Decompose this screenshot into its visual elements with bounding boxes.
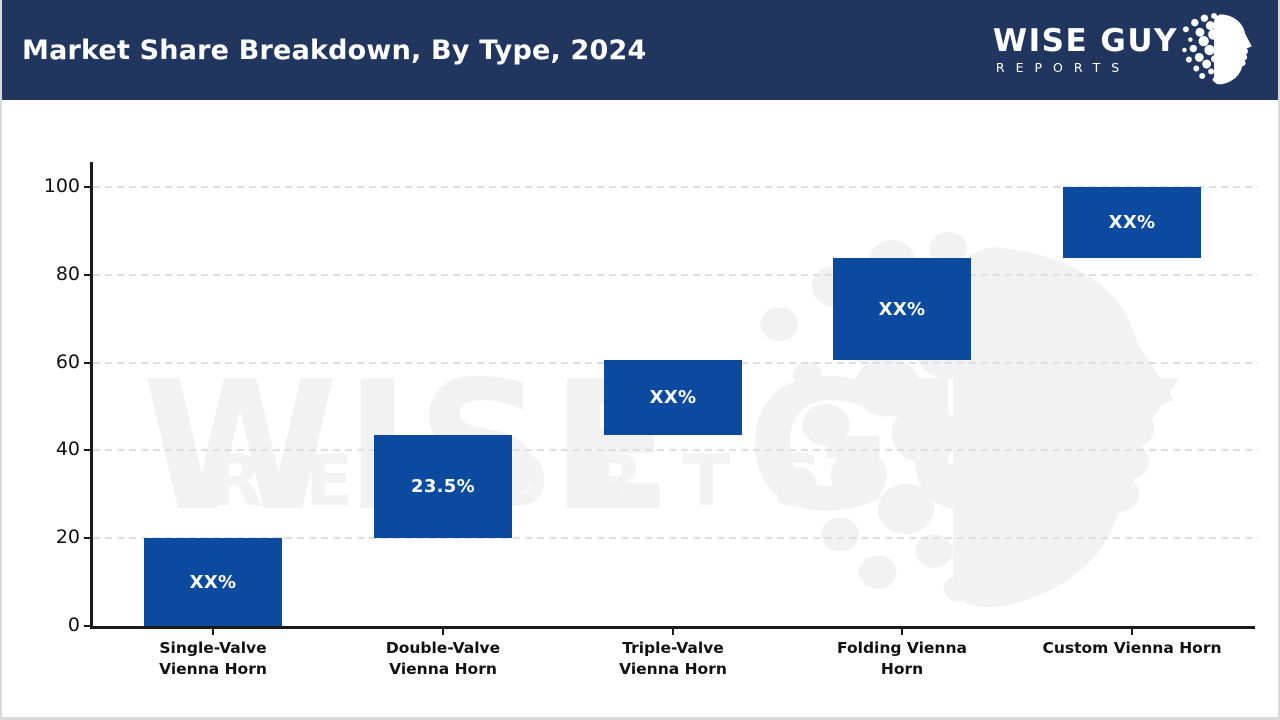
- y-axis: [90, 162, 93, 629]
- gridline-y-100: [93, 186, 1258, 188]
- y-tick-0: [84, 625, 90, 627]
- x-axis: [90, 626, 1255, 629]
- y-tick-60: [84, 361, 90, 364]
- bar-4: XX%: [833, 258, 971, 361]
- x-tick-label: Double-Valve Vienna Horn: [385, 639, 501, 678]
- y-tick-20: [84, 537, 90, 540]
- x-tick-3: [672, 629, 674, 635]
- watermark-subtitle: REPORTS: [209, 440, 865, 522]
- y-tick-label: 20: [55, 526, 80, 549]
- gridline-y-20: [93, 537, 1258, 540]
- y-tick-label: 80: [55, 262, 80, 285]
- y-tick-100: [84, 186, 90, 188]
- x-tick-2: [442, 629, 444, 635]
- y-tick-80: [84, 273, 90, 276]
- page-title: Market Share Breakdown, By Type, 2024: [22, 34, 647, 66]
- y-tick-label: 0: [67, 614, 80, 636]
- bar-value-label: XX%: [189, 571, 237, 593]
- y-tick-label: 100: [43, 175, 80, 197]
- bar-3: XX%: [604, 360, 742, 436]
- logo-wordmark: WISE GUY: [992, 23, 1178, 59]
- bar-1: XX%: [144, 538, 282, 626]
- y-tick-40: [84, 449, 90, 452]
- bar-value-label: XX%: [1108, 212, 1156, 234]
- x-tick-1: [212, 629, 214, 635]
- x-tick-label: Triple-Valve Vienna Horn: [619, 639, 727, 678]
- dotted-head-icon: [1180, 9, 1254, 91]
- wise-guy-reports-logo: WISE GUY REPORTS: [993, 9, 1254, 91]
- bar-5: XX%: [1063, 187, 1201, 259]
- y-tick-label: 40: [55, 438, 80, 461]
- bar-value-label: XX%: [649, 387, 697, 409]
- header-bar: Market Share Breakdown, By Type, 2024 WI…: [2, 0, 1278, 100]
- gridline-y-40: [93, 449, 1258, 452]
- bar-2: 23.5%: [374, 435, 512, 539]
- x-tick-4: [901, 629, 903, 635]
- x-tick-label: Folding Vienna Horn: [837, 639, 967, 678]
- x-tick-5: [1131, 629, 1133, 635]
- gridline-y-80: [93, 273, 1258, 276]
- y-tick-label: 60: [55, 350, 80, 373]
- chart-plot-area: WISE GUY REPORTS 0 20 40 60 80 100 XX% Single-V…: [2, 100, 1278, 717]
- bar-value-label: 23.5%: [411, 476, 475, 498]
- logo-subtitle: REPORTS: [995, 60, 1131, 75]
- x-tick-label: Single-Valve Vienna Horn: [159, 639, 267, 678]
- x-tick-label: Custom Vienna Horn: [1042, 639, 1222, 657]
- bar-value-label: XX%: [878, 298, 926, 320]
- logo-text: WISE GUY REPORTS: [993, 25, 1178, 75]
